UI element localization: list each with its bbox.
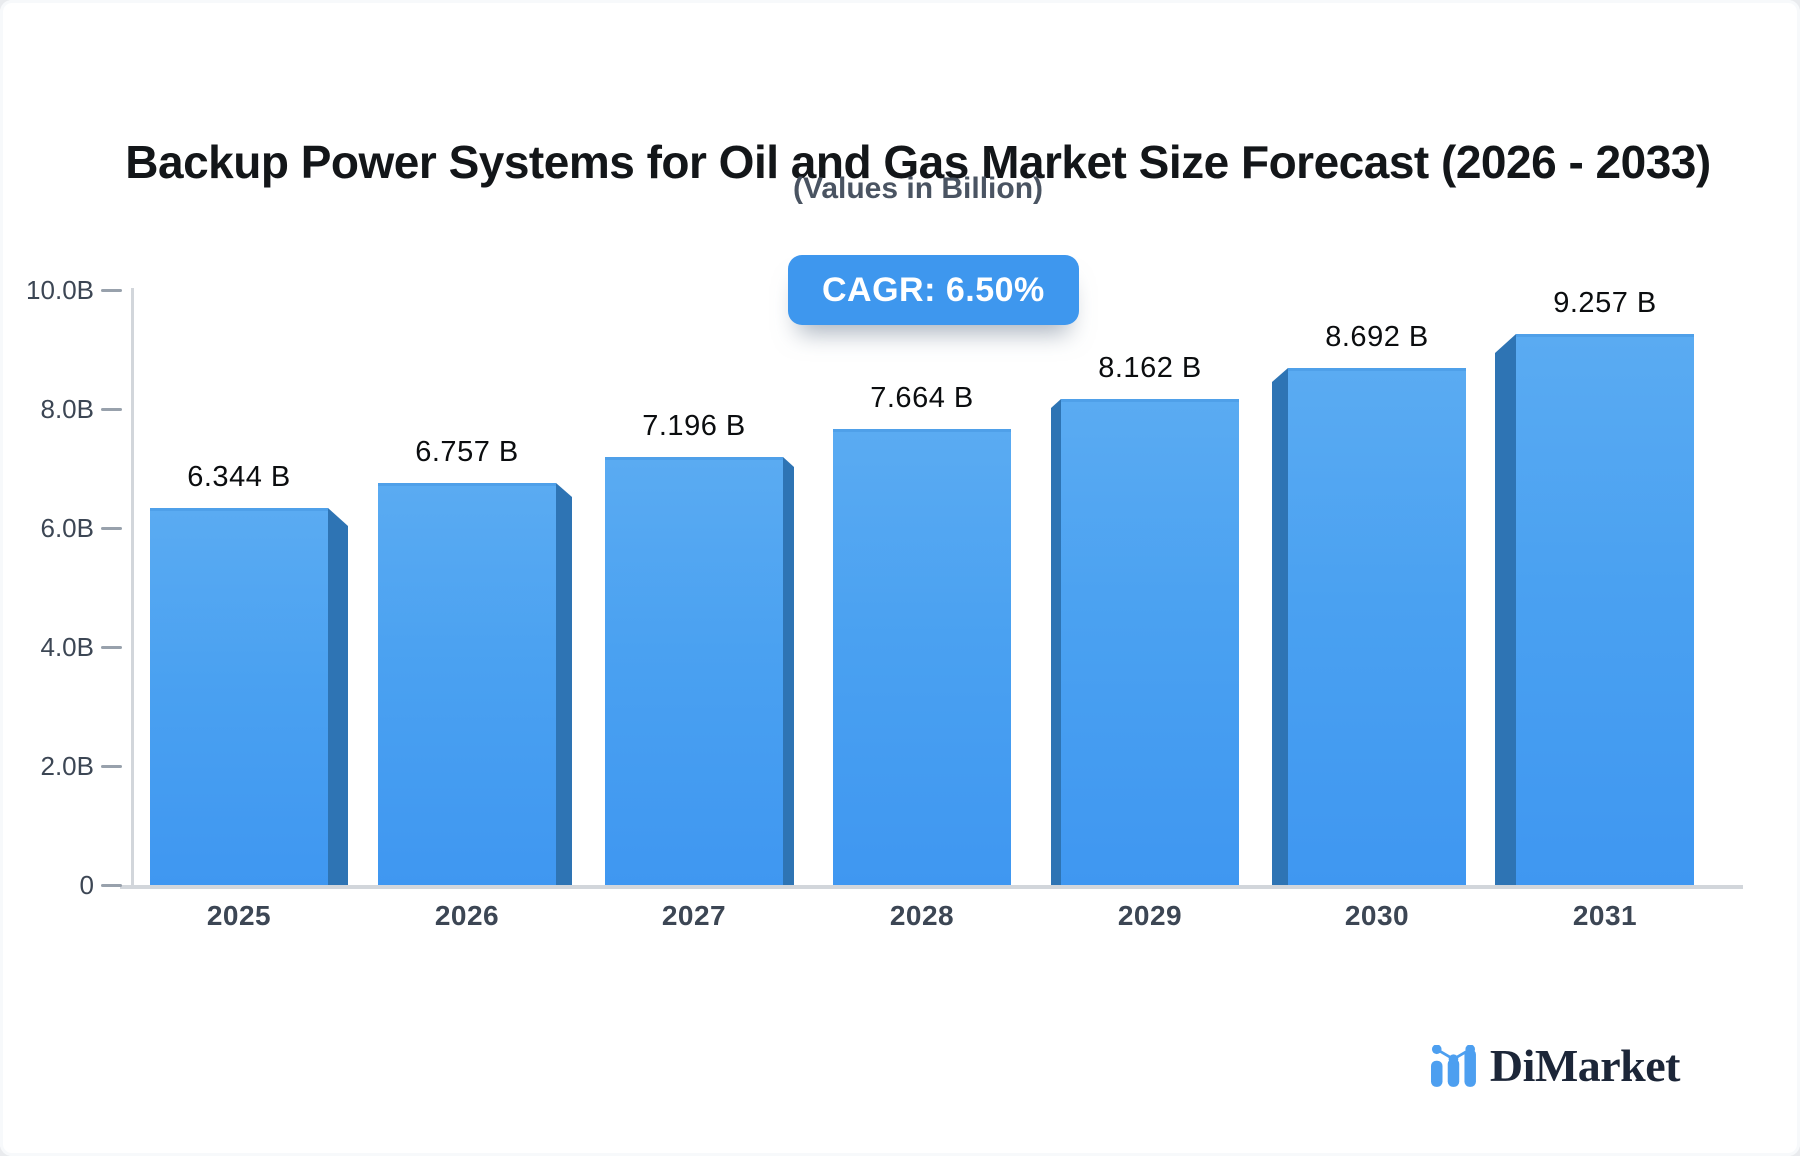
bar-value-label: 7.664 B (870, 382, 974, 414)
x-axis-label-2027: 2027 (661, 900, 727, 931)
bar-2031 (1516, 334, 1694, 885)
bar-value-label: 6.757 B (415, 436, 519, 468)
bar-2028 (833, 429, 1011, 885)
y-axis-tick-label: 10.0B (26, 275, 94, 305)
chart-subtitle: (Values in Billion) (792, 172, 1044, 205)
y-axis-tick-label: 2.0B (40, 751, 95, 781)
x-axis-label-2028: 2028 (889, 900, 955, 931)
x-axis-label-2026: 2026 (434, 900, 500, 931)
bar-side-2031 (1495, 334, 1516, 885)
y-axis-tick-mark (101, 526, 122, 530)
x-axis-line (120, 885, 1743, 889)
y-axis-tick-mark (101, 407, 122, 411)
bar-chart-trend-logo-icon (1430, 1045, 1476, 1087)
y-axis-tick-mark (101, 764, 122, 768)
y-axis-tick-label: 4.0B (40, 632, 95, 662)
cagr-badge: CAGR: 6.50% (788, 255, 1079, 325)
brand-logo: DiMarket (1430, 1040, 1681, 1092)
bar-value-label: 9.257 B (1553, 287, 1657, 319)
y-axis-tick-label: 8.0B (40, 394, 95, 424)
y-axis-tick-mark (101, 288, 122, 292)
bar-side-2026 (556, 483, 572, 885)
y-axis-line (131, 288, 134, 888)
bar-value-label: 8.162 B (1098, 352, 1202, 384)
bar-value-label: 8.692 B (1325, 321, 1429, 353)
bar-2025 (150, 508, 328, 885)
bar-side-2030 (1272, 368, 1288, 885)
bar-value-label: 7.196 B (642, 410, 746, 442)
bar-2027 (605, 457, 783, 885)
y-axis-tick-mark (101, 883, 122, 887)
bar-2030 (1288, 368, 1466, 885)
bar-2026 (378, 483, 556, 885)
bar-2029 (1061, 399, 1239, 885)
bar-side-2025 (328, 508, 348, 885)
bar-side-2029 (1051, 399, 1061, 885)
y-axis-tick-label: 0 (79, 870, 94, 900)
bar-value-label: 6.344 B (187, 461, 291, 493)
chart-title: Backup Power Systems for Oil and Gas Mar… (125, 135, 1711, 188)
x-axis-label-2029: 2029 (1117, 900, 1183, 931)
y-axis-tick-label: 6.0B (40, 513, 95, 543)
x-axis-label-2031: 2031 (1572, 900, 1638, 931)
x-axis-label-2025: 2025 (206, 900, 272, 931)
y-axis-tick-mark (101, 645, 122, 649)
brand-name: DiMarket (1489, 1040, 1681, 1091)
bar-side-2027 (783, 457, 794, 885)
x-axis-label-2030: 2030 (1344, 900, 1410, 931)
